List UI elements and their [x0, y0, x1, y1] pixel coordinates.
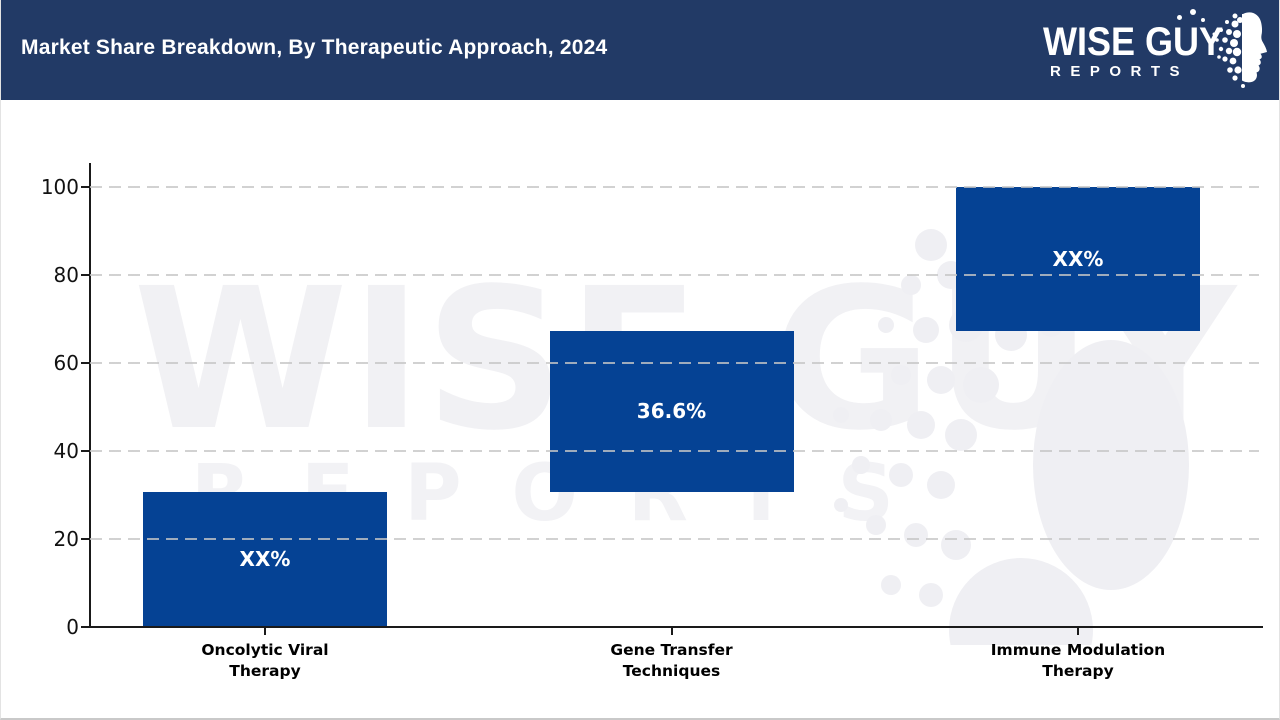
- logo-dot-icon: [1177, 15, 1182, 20]
- gridline-20: [90, 537, 1259, 540]
- bar-value-label: XX%: [1052, 246, 1104, 271]
- y-tick-label: 20: [53, 526, 79, 551]
- bar-segment: XX%: [143, 491, 387, 627]
- bar-segment: 36.6%: [549, 330, 794, 492]
- bar-value-label: XX%: [239, 547, 291, 572]
- gridline-60: [90, 361, 1259, 364]
- category-label: Oncolytic Viral Therapy: [201, 641, 329, 680]
- y-tick-mark: [81, 186, 89, 188]
- x-tick-mark: [264, 628, 266, 635]
- y-tick-label: 80: [53, 262, 79, 287]
- bar-segment: XX%: [956, 187, 1200, 331]
- logo-wordmark: WISE GUY: [1043, 20, 1224, 64]
- gridline-100: [90, 186, 1259, 188]
- category-label: Immune Modulation Therapy: [990, 641, 1166, 680]
- x-axis-line: [89, 626, 1263, 628]
- y-tick-mark: [81, 361, 89, 364]
- y-tick-mark: [81, 449, 89, 452]
- logo-dot-icon: [1201, 18, 1205, 22]
- y-tick-label: 60: [53, 350, 79, 375]
- bar-value-label: 36.6%: [636, 399, 707, 424]
- x-tick-mark: [670, 628, 673, 635]
- y-tick-mark: [81, 273, 89, 276]
- header-bar: Market Share Breakdown, By Therapeutic A…: [1, 0, 1279, 100]
- category-label: Gene Transfer Techniques: [610, 641, 733, 680]
- y-tick-label: 40: [53, 438, 79, 463]
- y-tick-mark: [81, 625, 89, 628]
- logo-subtext: REPORTS: [1050, 63, 1190, 80]
- page-title: Market Share Breakdown, By Therapeutic A…: [21, 36, 608, 59]
- x-tick-mark: [1077, 628, 1079, 635]
- logo-face-icon: [1209, 12, 1267, 88]
- y-tick-label: 0: [66, 614, 79, 639]
- y-tick-label: 100: [40, 175, 79, 199]
- gridline-80: [90, 273, 1259, 276]
- gridline-40: [90, 449, 1259, 452]
- wiseguy-logo: WISE GUY REPORTS: [1027, 6, 1273, 96]
- logo-dot-icon: [1190, 9, 1196, 15]
- y-axis-line: [89, 163, 91, 628]
- y-tick-mark: [81, 537, 89, 540]
